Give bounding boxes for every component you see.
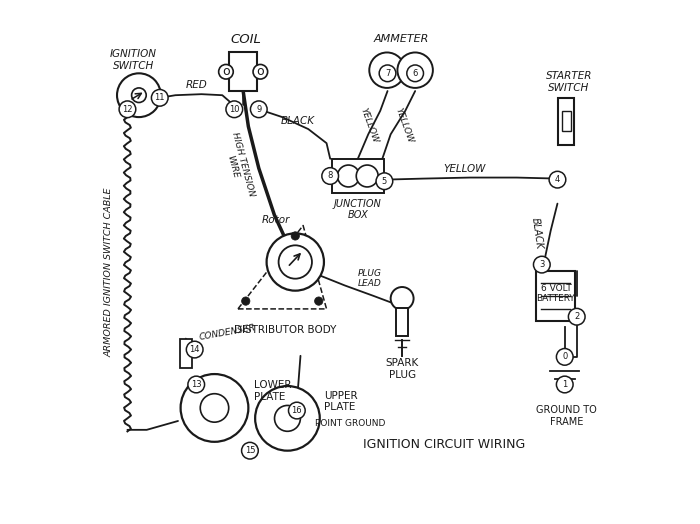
Circle shape [218, 64, 233, 79]
Circle shape [384, 67, 391, 74]
Text: AMMETER: AMMETER [373, 35, 429, 45]
Circle shape [119, 101, 136, 117]
Text: 6 VOLT
BATTERY: 6 VOLT BATTERY [536, 283, 575, 303]
Text: ARMORED IGNITION SWITCH CABLE: ARMORED IGNITION SWITCH CABLE [105, 188, 113, 357]
Text: 0: 0 [562, 352, 568, 362]
Text: 2: 2 [574, 312, 580, 321]
Text: 6: 6 [412, 69, 418, 78]
Circle shape [241, 297, 250, 305]
Text: 1: 1 [562, 380, 568, 389]
Text: BLACK: BLACK [281, 116, 315, 126]
Text: HIGH TENSION
WIRE: HIGH TENSION WIRE [220, 131, 256, 200]
Circle shape [556, 348, 573, 365]
Text: IGNITION CIRCUIT WIRING: IGNITION CIRCUIT WIRING [363, 438, 525, 451]
Circle shape [356, 165, 378, 187]
Circle shape [181, 374, 248, 442]
Text: IGNITION
SWITCH: IGNITION SWITCH [110, 49, 158, 71]
Text: PLUG
LEAD: PLUG LEAD [358, 269, 382, 288]
Text: 9: 9 [256, 105, 261, 114]
Text: 12: 12 [122, 105, 133, 114]
Text: o: o [222, 66, 230, 78]
Circle shape [253, 64, 267, 79]
Text: STARTER
SWITCH: STARTER SWITCH [546, 71, 592, 93]
Text: 4: 4 [555, 175, 560, 184]
Circle shape [379, 65, 396, 82]
Circle shape [533, 256, 550, 273]
Circle shape [200, 394, 229, 422]
Text: GROUND TO
FRAME: GROUND TO FRAME [536, 405, 596, 427]
Text: SPARK
PLUG: SPARK PLUG [386, 358, 419, 380]
Circle shape [188, 376, 204, 393]
Bar [559, 98, 574, 145]
Circle shape [549, 171, 566, 188]
Text: YELLOW: YELLOW [444, 164, 486, 174]
Bar [562, 112, 570, 131]
Text: 15: 15 [245, 446, 255, 455]
Circle shape [255, 386, 320, 451]
Circle shape [391, 287, 414, 310]
Circle shape [337, 165, 359, 187]
Bar [180, 339, 192, 367]
Circle shape [322, 168, 339, 184]
Text: Rotor: Rotor [261, 215, 290, 225]
Text: 5: 5 [382, 177, 387, 185]
Circle shape [370, 52, 405, 88]
Circle shape [274, 406, 300, 431]
Circle shape [568, 309, 585, 325]
Circle shape [132, 88, 146, 103]
Text: BLACK: BLACK [529, 217, 544, 250]
Circle shape [398, 52, 433, 88]
Text: 10: 10 [229, 105, 239, 114]
Circle shape [226, 101, 243, 117]
Text: o: o [256, 66, 264, 78]
Bar [536, 271, 575, 321]
Text: LOWER
PLATE: LOWER PLATE [253, 380, 291, 402]
Bar [229, 52, 258, 91]
Circle shape [291, 232, 300, 240]
Text: 3: 3 [539, 260, 545, 269]
Circle shape [412, 67, 419, 74]
Text: YELLOW: YELLOW [393, 106, 414, 145]
Text: DISTRIBUTOR BODY: DISTRIBUTOR BODY [234, 325, 336, 335]
Text: CONDENSER: CONDENSER [199, 323, 257, 342]
Text: 16: 16 [291, 406, 302, 415]
Circle shape [267, 233, 324, 291]
Text: COIL: COIL [230, 32, 261, 46]
Circle shape [251, 101, 267, 117]
Bar [332, 159, 384, 193]
Circle shape [556, 376, 573, 393]
Circle shape [376, 173, 393, 190]
Circle shape [279, 245, 312, 279]
Circle shape [314, 297, 323, 305]
Text: 13: 13 [191, 380, 202, 389]
Text: 11: 11 [155, 93, 165, 102]
Circle shape [241, 442, 258, 459]
Circle shape [288, 402, 305, 419]
Circle shape [117, 73, 161, 117]
Text: UPPER
PLATE: UPPER PLATE [324, 391, 358, 412]
Text: 14: 14 [190, 345, 200, 354]
Text: POINT GROUND: POINT GROUND [314, 419, 385, 428]
Bar [396, 308, 408, 336]
Text: 7: 7 [385, 69, 390, 78]
Text: 8: 8 [328, 171, 333, 180]
Text: YELLOW: YELLOW [358, 106, 380, 145]
Circle shape [151, 90, 168, 106]
Circle shape [186, 341, 203, 358]
Text: JUNCTION
BOX: JUNCTION BOX [334, 199, 382, 221]
Text: RED: RED [186, 80, 207, 90]
Circle shape [407, 65, 424, 82]
